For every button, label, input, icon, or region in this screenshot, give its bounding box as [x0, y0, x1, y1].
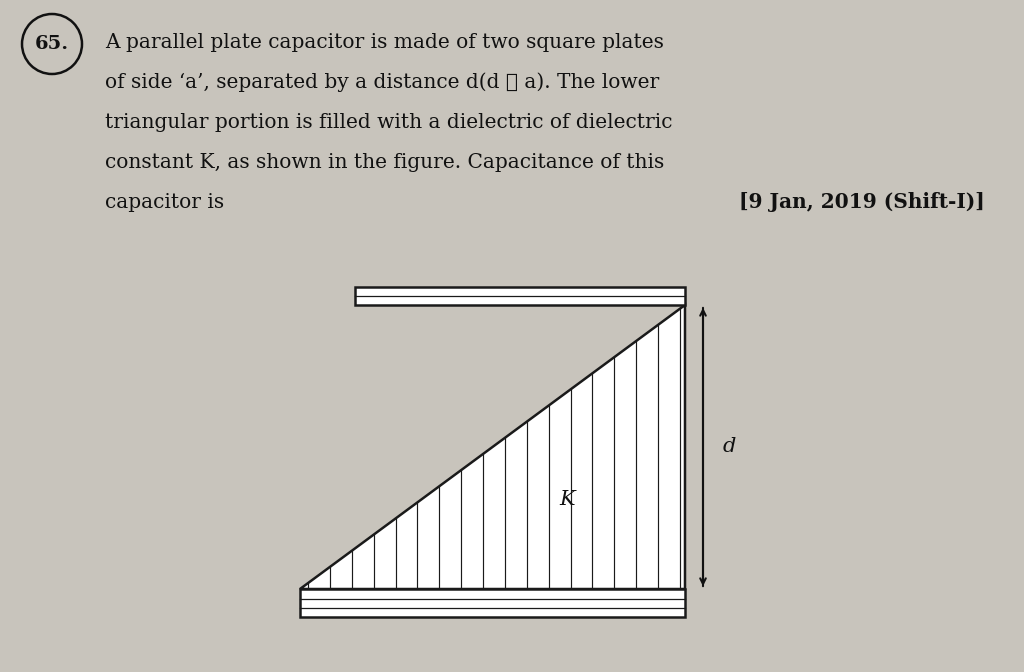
Polygon shape: [355, 287, 685, 305]
Text: K: K: [559, 490, 574, 509]
Text: triangular portion is filled with a dielectric of dielectric: triangular portion is filled with a diel…: [105, 112, 673, 132]
Text: d: d: [723, 437, 736, 456]
Text: [9 Jan, 2019 (Shift-I)]: [9 Jan, 2019 (Shift-I)]: [739, 192, 985, 212]
Text: constant K, as shown in the figure. Capacitance of this: constant K, as shown in the figure. Capa…: [105, 153, 665, 171]
Text: capacitor is: capacitor is: [105, 192, 224, 212]
Text: 65.: 65.: [35, 35, 69, 53]
Text: A parallel plate capacitor is made of two square plates: A parallel plate capacitor is made of tw…: [105, 32, 664, 52]
Polygon shape: [300, 305, 685, 589]
Polygon shape: [300, 589, 685, 617]
Text: of side ‘a’, separated by a distance d(d ≪ a). The lower: of side ‘a’, separated by a distance d(d…: [105, 72, 659, 92]
